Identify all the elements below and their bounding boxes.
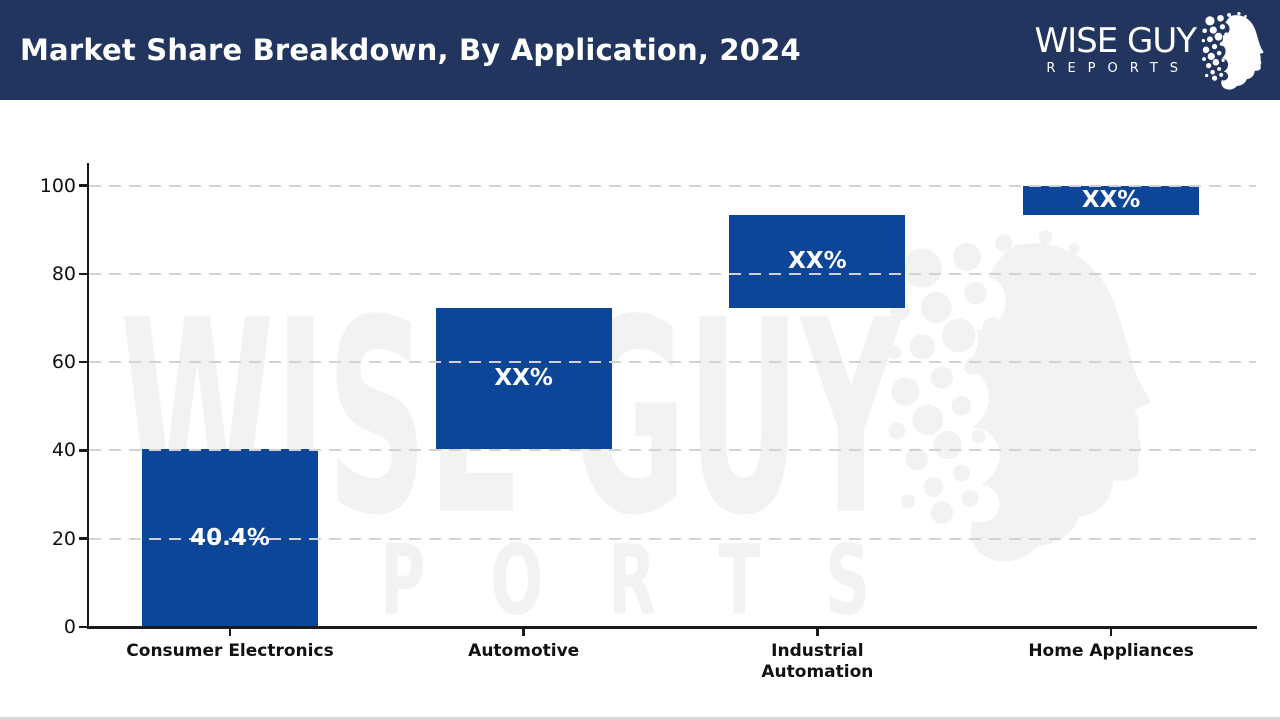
x-tick-label-industrial-automation: Industrial Automation	[761, 641, 874, 682]
brand-name: WISE GUY	[1034, 21, 1197, 61]
brand-subtitle: REPORTS	[1046, 61, 1191, 76]
brand-logo: WISE GUY REPORTS	[1034, 11, 1266, 90]
watermark-face-icon	[887, 230, 1152, 562]
y-tick-label-20: 20	[51, 527, 76, 550]
x-tick-label-home-appliances: Home Appliances	[1028, 641, 1194, 661]
gridline-20	[89, 537, 1256, 540]
gridline-40	[89, 449, 1256, 452]
bar-value-label-industrial-automation: XX%	[788, 248, 847, 275]
y-axis-line	[86, 163, 89, 628]
gridline-80	[89, 272, 1256, 275]
brand-logo-text: WISE GUY REPORTS	[1034, 21, 1197, 77]
y-tick-mark-20	[79, 537, 88, 540]
gridline-100	[89, 184, 1256, 187]
x-tick-mark-automotive	[522, 628, 525, 636]
brand-face-icon	[1201, 11, 1264, 90]
x-tick-mark-home-appliances	[1109, 628, 1113, 636]
y-tick-mark-60	[79, 360, 88, 364]
x-tick-label-consumer-electronics: Consumer Electronics	[126, 641, 334, 661]
bottom-border-line	[0, 717, 1280, 720]
bar-automotive	[435, 307, 612, 449]
gridline-60	[89, 361, 1256, 364]
x-tick-label-automotive: Automotive	[468, 641, 580, 661]
x-tick-mark-industrial-automation	[816, 628, 819, 636]
x-tick-mark-consumer-electronics	[228, 628, 232, 636]
y-tick-mark-80	[79, 272, 88, 276]
y-tick-mark-0	[79, 625, 88, 629]
y-tick-label-40: 40	[51, 439, 76, 462]
y-tick-label-0: 0	[63, 616, 76, 638]
x-axis-line	[86, 625, 1257, 629]
bar-value-label-consumer-electronics: 40.4%	[190, 524, 270, 551]
bar-value-label-home-appliances: XX%	[1081, 187, 1141, 214]
y-tick-label-80: 80	[51, 262, 76, 285]
y-tick-mark-100	[79, 184, 88, 187]
y-tick-mark-40	[79, 449, 88, 452]
y-tick-label-60: 60	[51, 351, 76, 374]
header-bar: Market Share Breakdown, By Application, …	[0, 0, 1280, 100]
y-tick-label-100: 100	[39, 174, 76, 197]
bar-value-label-automotive: XX%	[494, 365, 553, 392]
bar-home-appliances	[1023, 185, 1200, 215]
chart-title: Market Share Breakdown, By Application, …	[20, 33, 801, 67]
bar-industrial-automation	[729, 214, 906, 308]
